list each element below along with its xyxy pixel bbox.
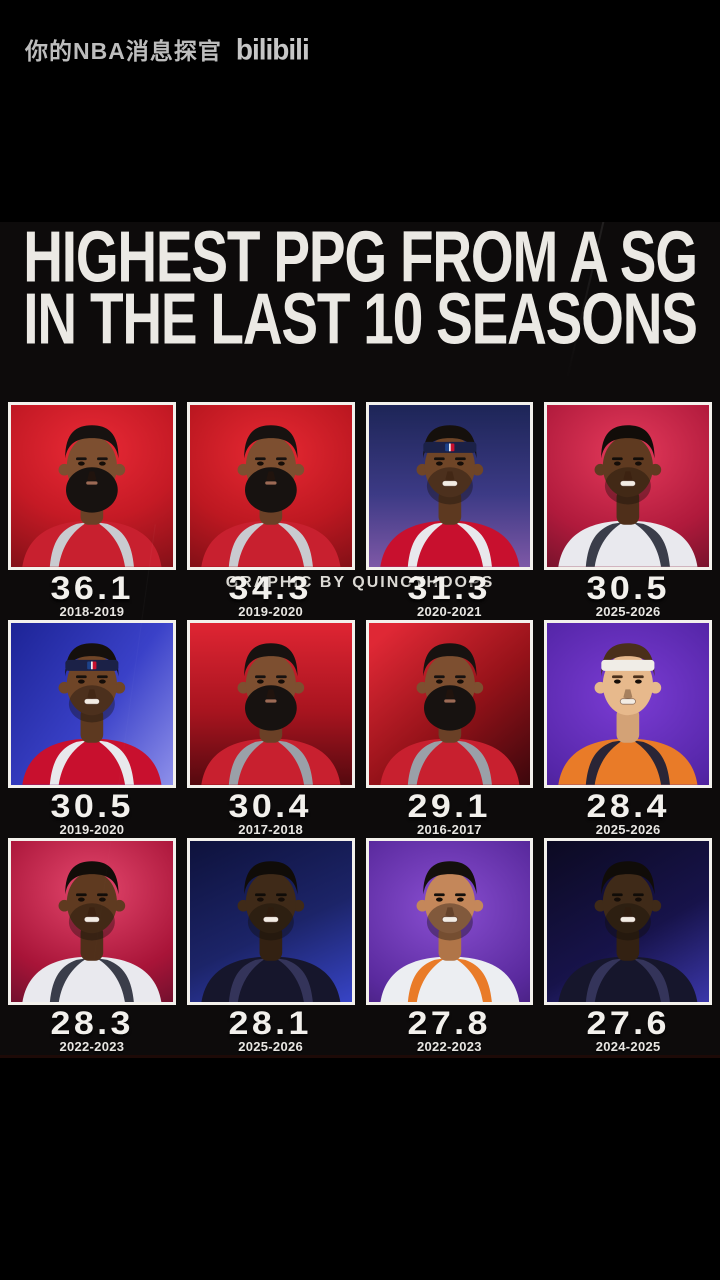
player-photo [8,619,176,788]
player-portrait-icon [201,860,341,1003]
player-portrait-icon [379,860,519,1003]
ppg-season: 2025-2026 [238,1039,304,1055]
player-card: 28.4 2025-2026 [544,619,712,837]
headband [601,659,655,671]
ppg-season: 2018-2019 [59,603,125,619]
ppg-season: 2016-2017 [416,821,482,837]
ppg-season: 2024-2025 [595,1039,661,1055]
player-photo [544,619,712,788]
player-photo [8,837,176,1006]
video-overlay-header: 你的NBA消息探官 bilibili [0,0,720,80]
ppg-value: 30.4 [229,787,313,824]
player-photo [365,837,534,1006]
ppg-value: 28.1 [229,1005,313,1042]
ppg-season: 2017-2018 [238,821,304,837]
poster-title: HIGHEST PPG FROM A SG IN THE LAST 10 SEA… [0,222,720,360]
player-card: 28.3 2022-2023 [8,837,176,1055]
player-portrait-icon [558,642,698,785]
player-card: 36.1 2018-2019 [8,402,176,619]
player-photo [544,402,712,570]
player-card: 29.1 2016-2017 [365,619,534,837]
player-photo [186,619,355,788]
player-portrait-icon [201,642,341,785]
player-portrait-icon [379,642,519,785]
ppg-value: 27.8 [407,1005,491,1042]
player-photo [544,837,712,1006]
bilibili-logo-icon: bilibili [235,33,310,66]
ppg-season: 2025-2026 [595,821,661,837]
ppg-value: 27.6 [586,1005,670,1042]
nba-logo-icon [87,661,97,670]
player-photo [365,619,534,788]
player-portrait-icon [22,642,162,785]
player-photo [365,402,534,570]
ppg-season: 2022-2023 [59,1039,125,1055]
ppg-value: 30.5 [586,569,670,606]
ppg-season: 2019-2020 [59,821,125,837]
channel-title: 你的NBA消息探官 [25,38,222,64]
player-card: 30.4 2017-2018 [186,619,355,837]
stats-grid: 36.1 2018-2019 [8,402,712,1054]
player-photo [8,402,176,570]
player-card: 28.1 2025-2026 [186,837,355,1055]
player-card: 31.3 2020-2021 [365,402,534,619]
player-portrait-icon [201,425,341,567]
poster-credit: GRAPHIC BY QUINCYHOOPS [225,574,495,591]
ppg-value: 28.3 [50,1005,134,1042]
player-portrait-icon [22,860,162,1003]
poster-title-line1: HIGHEST PPG FROM A SG [23,222,698,298]
ppg-season: 2020-2021 [416,603,482,619]
ppg-value: 31.3 [407,569,491,606]
nba-logo-icon [444,443,454,452]
player-photo [186,837,355,1006]
player-card: 27.6 2024-2025 [544,837,712,1055]
player-card: 27.8 2022-2023 [365,837,534,1055]
player-portrait-icon [558,425,698,567]
player-portrait-icon [558,860,698,1003]
player-card: 30.5 2019-2020 [8,619,176,837]
ppg-value: 34.3 [229,569,313,606]
player-portrait-icon [379,425,519,567]
ppg-season: 2025-2026 [595,603,661,619]
headband [65,659,119,671]
ppg-value: 28.4 [586,787,670,824]
ppg-season: 2019-2020 [238,603,304,619]
ppg-value: 36.1 [50,569,134,606]
player-card: 34.3 2019-2020 [186,402,355,619]
ppg-season: 2022-2023 [416,1039,482,1055]
poster-title-line2: IN THE LAST 10 SEASONS [23,277,698,360]
player-portrait-icon [22,425,162,567]
ppg-value: 30.5 [50,787,134,824]
ppg-value: 29.1 [407,787,491,824]
infographic-poster: HIGHEST PPG FROM A SG IN THE LAST 10 SEA… [0,222,720,1058]
headband [422,441,476,453]
player-photo [186,402,355,570]
player-card: 30.5 2025-2026 [544,402,712,619]
